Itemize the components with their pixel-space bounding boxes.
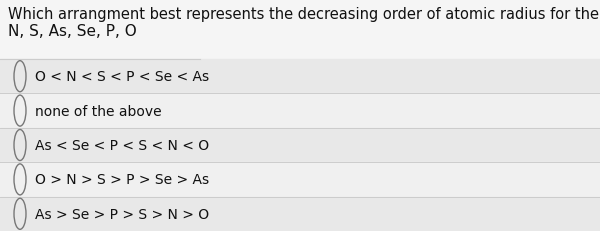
Text: As < Se < P < S < N < O: As < Se < P < S < N < O [35,138,209,152]
Bar [0,60,600,94]
Text: O < N < S < P < Se < As: O < N < S < P < Se < As [35,70,209,84]
Bar [0,162,600,197]
Bar [0,0,600,60]
Text: N, S, As, Se, P, O: N, S, As, Se, P, O [8,24,137,39]
Bar [0,128,600,162]
Bar [0,197,600,231]
Text: As > Se > P > S > N > O: As > Se > P > S > N > O [35,207,209,221]
Bar [0,94,600,128]
Text: O > N > S > P > Se > As: O > N > S > P > Se > As [35,173,209,187]
Text: Which arrangment best represents the decreasing order of atomic radius for the f: Which arrangment best represents the dec… [8,7,600,22]
Text: none of the above: none of the above [35,104,161,118]
